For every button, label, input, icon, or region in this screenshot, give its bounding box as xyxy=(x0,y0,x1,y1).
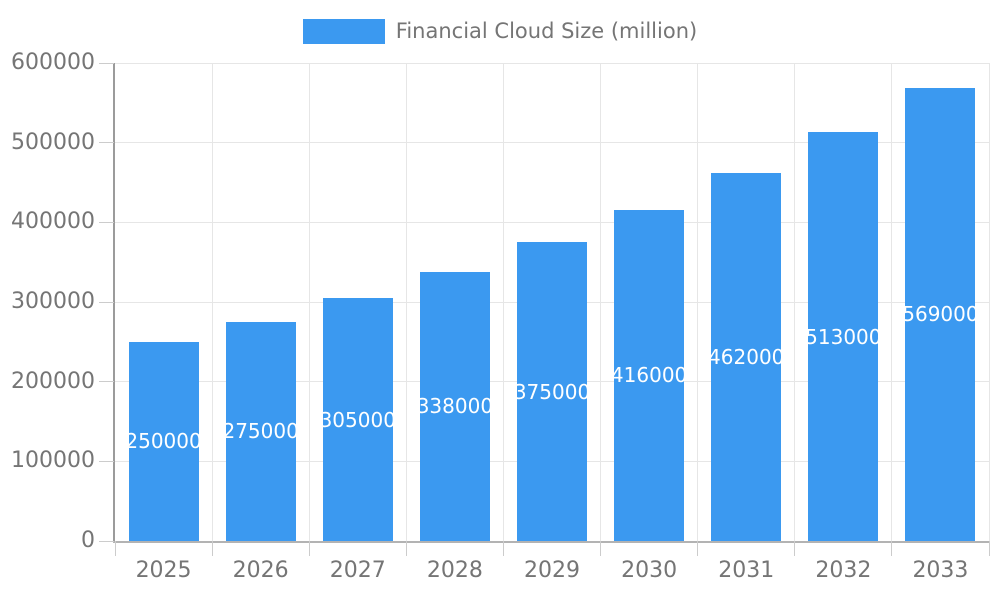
x-tick-label-2030: 2030 xyxy=(621,558,678,583)
h-gridline xyxy=(115,62,989,64)
y-axis-line xyxy=(113,63,115,541)
x-tick-label-2026: 2026 xyxy=(232,558,289,583)
x-tick-label-2027: 2027 xyxy=(329,558,386,583)
bar-2032 xyxy=(808,132,879,541)
v-gridline xyxy=(794,63,796,541)
x-axis-tick xyxy=(697,541,699,556)
x-axis-tick xyxy=(794,541,796,556)
bar-2028 xyxy=(419,271,490,541)
y-tick-label: 100000 xyxy=(11,448,95,474)
x-tick-label-2025: 2025 xyxy=(135,558,192,583)
y-tick-label: 500000 xyxy=(11,129,95,155)
bar-value-label-2025: 250000 xyxy=(125,429,202,454)
h-gridline xyxy=(115,221,989,223)
bar-2031 xyxy=(711,172,782,541)
bar-value-label-2032: 513000 xyxy=(805,324,882,349)
v-gridline xyxy=(988,63,990,541)
y-axis-tick xyxy=(99,540,114,542)
plot-area: 0 100000 200000 300000 400000 500000 600000 250… xyxy=(11,50,990,583)
bar-2027 xyxy=(322,298,393,541)
v-gridline xyxy=(502,63,504,541)
v-gridline xyxy=(308,63,310,541)
bar-2029 xyxy=(517,242,587,541)
legend-label: Financial Cloud Size (million) xyxy=(395,19,698,43)
x-axis-tick xyxy=(114,541,116,556)
bar-2033 xyxy=(905,87,976,541)
x-axis-tick xyxy=(502,541,504,556)
legend-swatch xyxy=(302,18,385,44)
y-axis-tick xyxy=(99,381,114,383)
bar-value-label-2031: 462000 xyxy=(708,344,785,369)
x-tick-label-2033: 2033 xyxy=(912,558,969,583)
x-tick-label-2032: 2032 xyxy=(815,558,872,583)
y-tick-label: 0 xyxy=(81,528,95,553)
y-tick-label: 300000 xyxy=(11,289,95,314)
bar-value-label-2029: 375000 xyxy=(513,379,591,404)
y-axis-tick xyxy=(99,62,114,64)
y-axis-tick xyxy=(99,221,114,223)
v-gridline xyxy=(211,63,213,541)
x-axis-tick xyxy=(211,541,213,556)
h-gridline xyxy=(115,142,989,144)
y-tick-label: 400000 xyxy=(11,209,95,235)
y-tick-label: 200000 xyxy=(11,368,95,394)
y-axis-tick xyxy=(99,301,114,303)
x-axis-tick xyxy=(405,541,407,556)
y-axis-tick xyxy=(99,142,114,144)
x-tick-label-2029: 2029 xyxy=(524,558,580,583)
bar-value-label-2026: 275000 xyxy=(222,419,299,444)
x-tick-label-2031: 2031 xyxy=(718,558,775,583)
v-gridline xyxy=(600,63,602,541)
bar-2026 xyxy=(225,321,296,541)
x-tick-label-2028: 2028 xyxy=(426,558,483,583)
bar-value-label-2030: 416000 xyxy=(610,363,688,388)
bar-value-label-2033: 569000 xyxy=(902,302,979,327)
v-gridline xyxy=(891,63,893,541)
x-axis-tick xyxy=(988,541,990,556)
y-tick-label: 600000 xyxy=(11,50,95,75)
x-axis-tick xyxy=(308,541,310,556)
legend: Financial Cloud Size (million) xyxy=(0,14,1000,48)
x-axis-line xyxy=(113,541,989,543)
bar-value-label-2028: 338000 xyxy=(416,394,494,419)
bar-2025 xyxy=(128,341,199,541)
bar-2030 xyxy=(614,209,685,541)
v-gridline xyxy=(405,63,407,541)
x-axis-tick xyxy=(891,541,893,556)
x-axis-tick xyxy=(600,541,602,556)
v-gridline xyxy=(697,63,699,541)
y-axis-tick xyxy=(99,460,114,462)
bar-value-label-2027: 305000 xyxy=(319,407,396,432)
